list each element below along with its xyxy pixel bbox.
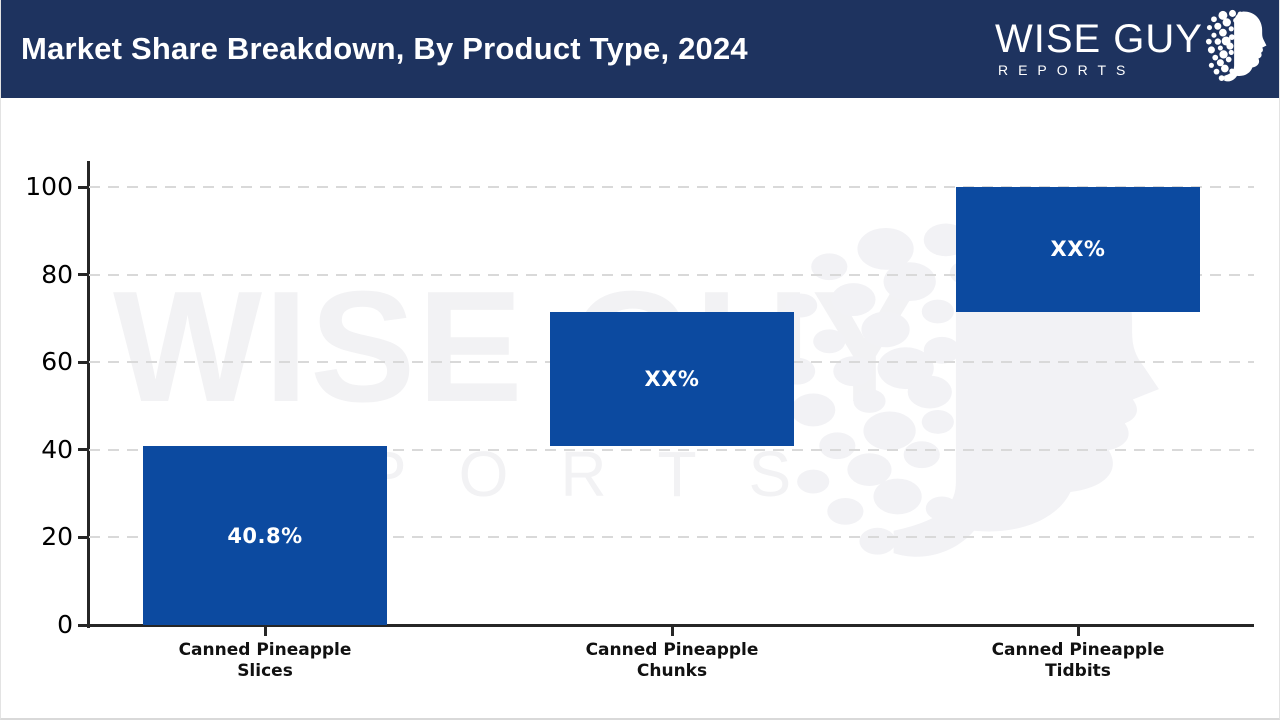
- x-category-label-line: Chunks: [636, 661, 708, 681]
- x-category-label: Canned Pineapple Tidbits: [918, 640, 1238, 682]
- x-category-label-line: Tidbits: [1045, 661, 1111, 681]
- wiseguy-logo: WISE GUY REPORTS: [995, 7, 1269, 89]
- x-category-label: Canned Pineapple Slices: [105, 640, 425, 682]
- bar-value-label: XX%: [1050, 237, 1106, 262]
- y-tick-label: 100: [25, 172, 73, 201]
- y-tick-label: 20: [41, 522, 73, 552]
- gridline-y100: [89, 186, 1254, 188]
- x-category-label-line: Slices: [237, 661, 293, 681]
- gridline-y80: [89, 273, 1254, 276]
- gridline-y20: [89, 536, 1254, 539]
- y-tick-label: 80: [41, 259, 73, 289]
- bar-segment: 40.8%: [143, 446, 387, 625]
- x-tick-mark: [670, 627, 674, 636]
- y-axis-line: [87, 161, 90, 628]
- y-tick-mark: [78, 535, 87, 539]
- bar-value-label: XX%: [644, 367, 700, 392]
- x-category-label-line: Canned Pineapple: [178, 640, 352, 660]
- chart-title: Market Share Breakdown, By Product Type,…: [21, 31, 748, 66]
- x-tick-mark: [263, 627, 267, 636]
- bar-value-label: 40.8%: [227, 523, 303, 548]
- y-tick-mark: [78, 360, 87, 364]
- y-tick-label: 0: [57, 610, 73, 639]
- y-tick-mark: [78, 448, 87, 452]
- x-category-label: Canned Pineapple Chunks: [512, 640, 832, 682]
- y-tick-mark: [78, 273, 87, 277]
- y-tick-label: 40: [41, 434, 73, 464]
- y-tick-mark: [78, 623, 87, 627]
- logo-wordmark: WISE GUY REPORTS: [995, 19, 1203, 77]
- header-bar: Market Share Breakdown, By Product Type,…: [1, 0, 1279, 98]
- bar-segment: XX%: [956, 187, 1200, 312]
- x-category-label-line: Canned Pineapple: [585, 640, 759, 660]
- logo-wordmark-line2: REPORTS: [997, 62, 1136, 78]
- x-category-label-line: Canned Pineapple: [991, 640, 1165, 660]
- wiseguy-head-icon: [1205, 9, 1267, 82]
- bar-segment: XX%: [550, 311, 794, 447]
- y-tick-mark: [78, 185, 87, 189]
- y-tick-label: 60: [41, 347, 73, 377]
- x-axis-line: [87, 624, 1254, 627]
- x-tick-mark: [1076, 627, 1080, 636]
- logo-wordmark-line1: WISE GUY: [994, 17, 1203, 61]
- gridline-y40: [89, 448, 1254, 451]
